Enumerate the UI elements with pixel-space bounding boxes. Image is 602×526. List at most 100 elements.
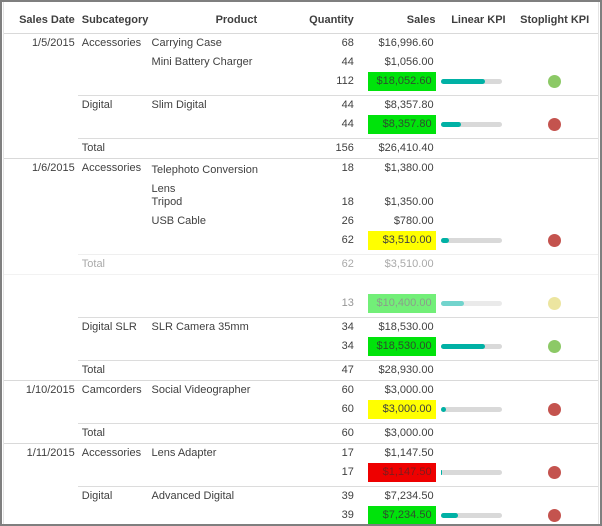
cell-product: Mini Battery Charger bbox=[151, 56, 253, 68]
total-label: Total bbox=[77, 138, 152, 158]
cell-stoplight-kpi bbox=[511, 254, 599, 274]
cell-sales: $8,357.80 bbox=[356, 115, 436, 138]
stoplight-icon bbox=[548, 340, 562, 353]
table-row: 60 $3,000.00 bbox=[4, 400, 598, 423]
cell-stoplight-kpi bbox=[511, 95, 599, 115]
sales-value: $3,510.00 bbox=[384, 258, 434, 270]
cell-subcategory bbox=[78, 115, 152, 138]
cell-subcategory bbox=[78, 53, 152, 72]
stoplight-icon bbox=[548, 403, 562, 416]
cell-sales: $3,000.00 bbox=[355, 423, 436, 443]
table-row: 34 $18,530.00 bbox=[4, 337, 598, 360]
cell-product: Social Videographer bbox=[151, 384, 251, 396]
cell-stoplight-kpi bbox=[511, 34, 598, 53]
cell-sales bbox=[356, 275, 436, 294]
cell-sales-date bbox=[4, 486, 78, 506]
cell-product bbox=[151, 423, 262, 443]
cell-linear-kpi bbox=[436, 159, 512, 193]
linear-kpi-bar bbox=[440, 301, 502, 306]
table-row bbox=[4, 274, 598, 294]
cell-quantity: 17 bbox=[341, 466, 354, 478]
column-header-subcategory: Subcategory bbox=[81, 14, 149, 26]
cell-quantity: 156 bbox=[261, 138, 356, 158]
cell-sales: $1,380.00 bbox=[356, 159, 436, 193]
cell-linear-kpi bbox=[436, 506, 512, 524]
cell-sales: $3,510.00 bbox=[355, 254, 436, 274]
cell-subcategory bbox=[78, 337, 152, 360]
cell-sales-date bbox=[4, 275, 78, 294]
cell-sales: $1,056.00 bbox=[356, 53, 436, 72]
cell-linear-kpi bbox=[436, 463, 512, 486]
cell-subcategory bbox=[78, 275, 152, 294]
cell-stoplight-kpi bbox=[511, 506, 598, 524]
cell-sales-date bbox=[4, 317, 78, 337]
linear-kpi-bar bbox=[440, 513, 502, 518]
sales-highlight-green: $10,400.00 bbox=[367, 294, 436, 313]
sales-highlight-yellow: $3,510.00 bbox=[367, 231, 436, 250]
cell-linear-kpi bbox=[436, 444, 512, 463]
sales-value: $28,930.00 bbox=[378, 364, 434, 376]
table-row: 112 $18,052.60 bbox=[4, 72, 598, 95]
cell-sales-date bbox=[4, 254, 78, 274]
cell-quantity: 47 bbox=[261, 360, 356, 380]
cell-quantity: 62 bbox=[261, 254, 356, 274]
cell-subcategory bbox=[78, 193, 152, 212]
cell-product bbox=[152, 463, 262, 486]
cell-product bbox=[152, 400, 262, 423]
sales-value: $18,530.00 bbox=[378, 321, 434, 333]
cell-sales: $7,234.50 bbox=[355, 486, 436, 506]
total-label: Total bbox=[77, 360, 152, 380]
cell-product: Advanced Digital bbox=[151, 486, 262, 506]
cell-stoplight-kpi bbox=[511, 72, 598, 95]
cell-sales-date bbox=[4, 115, 78, 138]
cell-sales-date bbox=[4, 294, 78, 317]
stoplight-icon bbox=[548, 75, 562, 88]
linear-kpi-bar bbox=[440, 407, 502, 412]
table-row: 62 $3,510.00 bbox=[4, 231, 598, 254]
table-row: Mini Battery Charger 44 $1,056.00 bbox=[4, 53, 598, 72]
cell-subcategory bbox=[78, 506, 152, 524]
table-row: Digital Advanced Digital 39 $7,234.50 bbox=[4, 486, 599, 506]
cell-stoplight-kpi bbox=[511, 444, 598, 463]
cell-sales: $18,052.60 bbox=[356, 72, 436, 95]
cell-sales: $3,000.00 bbox=[356, 381, 436, 400]
table-row: Total 62 $3,510.00 bbox=[4, 254, 599, 274]
cell-quantity: 112 bbox=[336, 75, 354, 87]
cell-quantity: 44 bbox=[261, 95, 356, 115]
linear-kpi-bar bbox=[440, 344, 502, 349]
cell-stoplight-kpi bbox=[511, 212, 598, 231]
cell-stoplight-kpi bbox=[511, 294, 598, 317]
cell-product bbox=[151, 254, 262, 274]
cell-sales-date bbox=[4, 463, 78, 486]
cell-linear-kpi bbox=[436, 53, 512, 72]
cell-quantity: 39 bbox=[341, 509, 354, 521]
cell-sales-date bbox=[4, 337, 78, 360]
cell-quantity: 34 bbox=[341, 340, 354, 352]
cell-sales-date bbox=[4, 360, 78, 380]
cell-linear-kpi bbox=[436, 275, 512, 294]
cell-linear-kpi bbox=[436, 34, 512, 53]
cell-stoplight-kpi bbox=[511, 360, 599, 380]
cell-stoplight-kpi bbox=[511, 138, 599, 158]
cell-subcategory: Accessories bbox=[81, 162, 142, 174]
cell-subcategory: Digital bbox=[77, 486, 152, 506]
cell-sales: $1,350.00 bbox=[356, 193, 436, 212]
cell-product bbox=[151, 138, 262, 158]
cell-subcategory bbox=[78, 400, 152, 423]
sales-value: $3,000.00 bbox=[384, 427, 434, 439]
cell-stoplight-kpi bbox=[511, 193, 598, 212]
cell-subcategory bbox=[78, 294, 152, 317]
cell-subcategory: Accessories bbox=[81, 447, 142, 459]
cell-product: Slim Digital bbox=[151, 95, 262, 115]
cell-subcategory bbox=[78, 463, 152, 486]
cell-linear-kpi bbox=[435, 138, 512, 158]
stoplight-icon bbox=[548, 118, 562, 131]
cell-product bbox=[152, 115, 262, 138]
cell-sales: $10,400.00 bbox=[356, 294, 436, 317]
table-row: 13 $10,400.00 bbox=[4, 294, 598, 317]
cell-sales: $18,530.00 bbox=[356, 337, 436, 360]
cell-stoplight-kpi bbox=[511, 231, 598, 254]
cell-linear-kpi bbox=[435, 254, 512, 274]
table-row: Total 156 $26,410.40 bbox=[4, 138, 599, 158]
